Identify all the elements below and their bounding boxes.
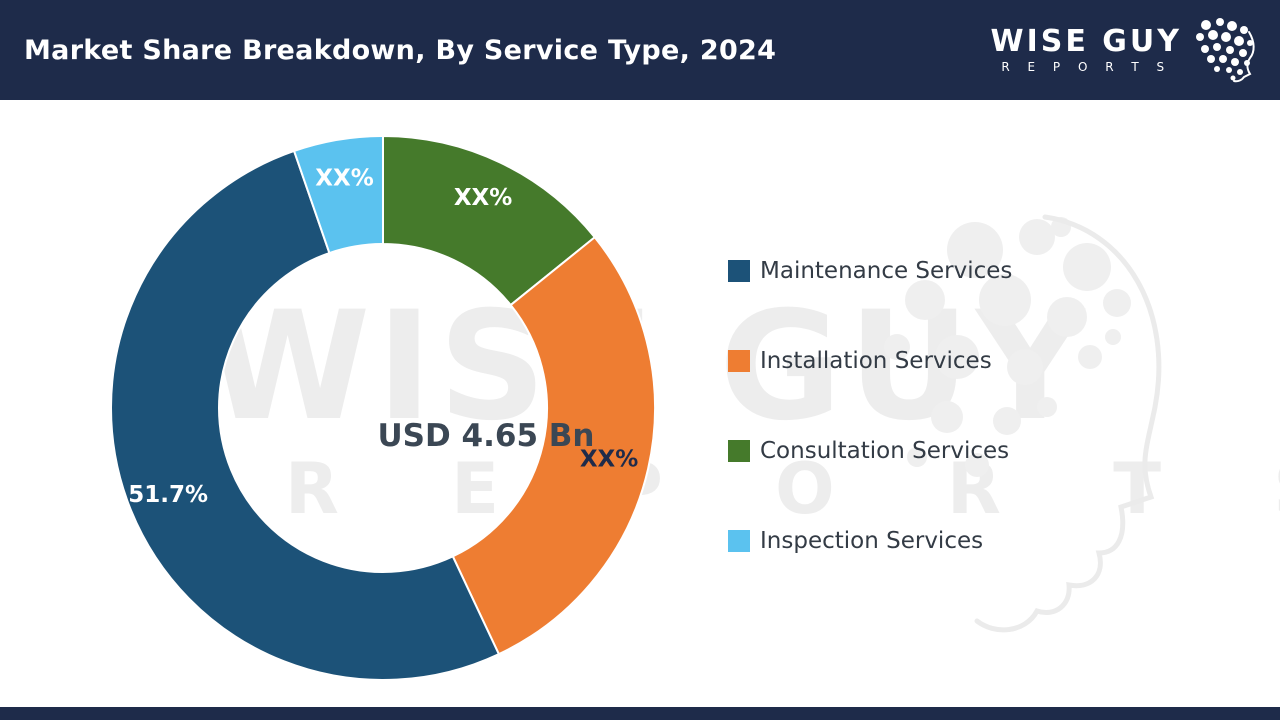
legend-item-installation-services: Installation Services [728, 348, 1012, 374]
donut-chart: XX% XX% 51.7% XX% USD 4.65 Bn [103, 128, 663, 688]
donut-slice-installation-services [451, 235, 656, 656]
slice-label-consultation-services: XX% [454, 185, 513, 211]
slice-label-maintenance-services: 51.7% [128, 482, 208, 508]
slice-label-inspection-services: XX% [315, 166, 374, 192]
logo-wordmark-block: WISE GUY R E P O R T S [990, 26, 1182, 75]
watermark-text-line2: R E P O R T S [285, 448, 1280, 530]
brand-logo: WISE GUY R E P O R T S [990, 16, 1256, 84]
legend-swatch-installation [728, 350, 750, 372]
watermark-head-icon [884, 214, 1162, 633]
legend-item-consultation-services: Consultation Services [728, 438, 1012, 464]
page-title: Market Share Breakdown, By Service Type,… [24, 34, 777, 66]
footer-bar [0, 707, 1280, 720]
donut-slice-maintenance-services [110, 149, 501, 681]
legend-swatch-inspection [728, 530, 750, 552]
legend-swatch-consultation [728, 440, 750, 462]
donut-slice-inspection-services [292, 134, 384, 255]
legend-label-inspection: Inspection Services [760, 528, 984, 554]
legend-item-maintenance-services: Maintenance Services [728, 258, 1013, 284]
legend-label-maintenance: Maintenance Services [760, 258, 1013, 284]
chart-legend: Maintenance Services Installation Servic… [728, 258, 1013, 619]
legend-label-installation: Installation Services [760, 348, 992, 374]
chart-canvas: WISE GUY R E P O R T S XX% XX% 51.7% XX% US… [0, 100, 1280, 707]
donut-center-value: USD 4.65 Bn [377, 418, 595, 454]
logo-head-icon [1196, 18, 1255, 83]
logo-subtitle: R E P O R T S [1001, 60, 1172, 75]
legend-item-inspection-services: Inspection Services [728, 528, 1012, 554]
slice-label-installation-services: XX% [580, 447, 639, 473]
logo-wordmark: WISE GUY [990, 23, 1182, 59]
legend-swatch-maintenance [728, 260, 750, 282]
donut-svg: XX% XX% 51.7% XX% [110, 134, 656, 681]
legend-label-consultation: Consultation Services [760, 438, 1010, 464]
header-bar: Market Share Breakdown, By Service Type,… [0, 0, 1280, 100]
